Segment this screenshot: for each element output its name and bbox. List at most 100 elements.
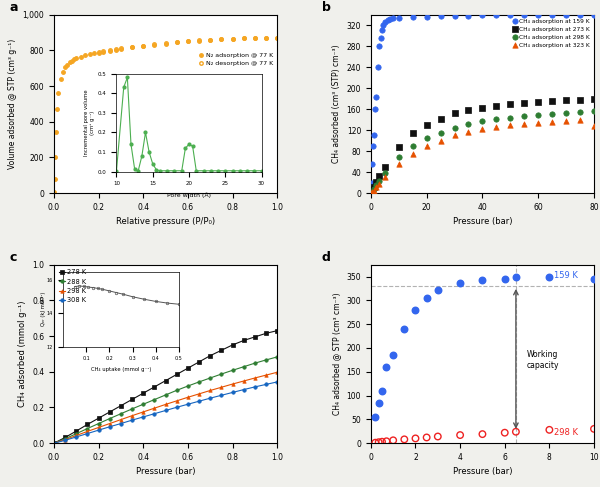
308 K <box>84 431 91 436</box>
N₂ desorption @ 77 K <box>206 37 214 42</box>
298 K <box>206 388 214 393</box>
N₂ desorption @ 77 K <box>113 46 120 52</box>
CH₄ adsorption at 298 K <box>371 181 381 188</box>
Point <box>382 437 391 445</box>
Point <box>455 431 465 439</box>
Legend: N₂ adsorption @ 77 K, N₂ desorption @ 77 K: N₂ adsorption @ 77 K, N₂ desorption @ 77… <box>196 51 274 67</box>
CH₄ adsorption at 159 K <box>367 179 376 187</box>
N₂ adsorption @ 77 K <box>54 106 61 112</box>
Point <box>478 277 487 284</box>
Point <box>500 275 509 283</box>
298 K <box>229 381 236 387</box>
N₂ desorption @ 77 K <box>100 48 107 54</box>
N₂ adsorption @ 77 K <box>55 90 62 96</box>
288 K <box>128 406 136 412</box>
278 K <box>173 372 181 377</box>
308 K <box>262 381 269 387</box>
308 K <box>50 440 58 446</box>
CH₄ adsorption at 273 K <box>367 186 377 194</box>
Point <box>545 426 554 434</box>
N₂ adsorption @ 77 K <box>66 59 73 65</box>
N₂ adsorption @ 77 K <box>128 44 136 50</box>
CH₄ adsorption at 159 K <box>478 11 487 19</box>
308 K <box>162 408 169 413</box>
CH₄ adsorption at 159 K <box>380 19 389 26</box>
288 K <box>274 354 281 360</box>
CH₄ adsorption at 273 K <box>464 106 473 114</box>
Point <box>545 273 554 281</box>
288 K <box>173 387 181 393</box>
Point <box>433 286 443 294</box>
N₂ adsorption @ 77 K <box>52 154 59 160</box>
288 K <box>206 375 214 381</box>
CH₄ adsorption at 159 K <box>464 12 473 19</box>
CH₄ adsorption at 323 K <box>491 123 501 131</box>
N₂ adsorption @ 77 K <box>184 38 191 44</box>
N₂ adsorption @ 77 K <box>113 47 120 53</box>
288 K <box>73 431 80 437</box>
CH₄ adsorption at 298 K <box>491 115 501 123</box>
CH₄ adsorption at 298 K <box>450 124 460 131</box>
X-axis label: Relative pressure (P/P₀): Relative pressure (P/P₀) <box>116 218 215 226</box>
Point <box>511 274 521 281</box>
288 K <box>251 360 259 366</box>
Point <box>511 428 521 436</box>
N₂ adsorption @ 77 K <box>53 130 60 135</box>
278 K <box>95 415 102 421</box>
CH₄ adsorption at 298 K <box>380 169 389 177</box>
N₂ adsorption @ 77 K <box>64 62 71 68</box>
Point <box>589 425 599 433</box>
N₂ adsorption @ 77 K <box>57 76 64 82</box>
278 K <box>118 403 125 409</box>
CH₄ adsorption at 298 K <box>394 153 404 161</box>
Text: 298 K: 298 K <box>554 428 578 437</box>
N₂ adsorption @ 77 K <box>240 36 247 41</box>
N₂ adsorption @ 77 K <box>68 58 76 64</box>
CH₄ adsorption at 323 K <box>547 118 557 126</box>
CH₄ adsorption at 298 K <box>367 189 376 197</box>
278 K <box>162 378 169 384</box>
278 K <box>73 428 80 434</box>
Text: 159 K: 159 K <box>554 271 578 280</box>
Point <box>589 275 599 283</box>
CH₄ adsorption at 323 K <box>422 143 431 150</box>
278 K <box>140 390 147 396</box>
308 K <box>118 421 125 427</box>
308 K <box>251 384 259 390</box>
CH₄ adsorption at 159 K <box>383 16 392 24</box>
278 K <box>240 337 247 343</box>
CH₄ adsorption at 159 K <box>386 15 395 23</box>
N₂ adsorption @ 77 K <box>140 43 147 49</box>
298 K <box>274 369 281 375</box>
N₂ desorption @ 77 K <box>140 43 147 49</box>
Point <box>410 434 420 442</box>
308 K <box>106 424 113 430</box>
Y-axis label: Volume adsorbed @ STP (cm³ g⁻¹): Volume adsorbed @ STP (cm³ g⁻¹) <box>8 39 17 169</box>
278 K <box>62 434 69 440</box>
CH₄ adsorption at 159 K <box>422 13 431 20</box>
CH₄ adsorption at 323 K <box>562 117 571 125</box>
278 K <box>218 347 225 353</box>
N₂ adsorption @ 77 K <box>77 54 85 59</box>
278 K <box>274 328 281 334</box>
N₂ adsorption @ 77 K <box>229 36 236 41</box>
CH₄ adsorption at 323 K <box>394 160 404 168</box>
N₂ adsorption @ 77 K <box>162 40 169 46</box>
Line: N₂ adsorption @ 77 K: N₂ adsorption @ 77 K <box>52 36 279 193</box>
CH₄ adsorption at 323 K <box>367 188 377 196</box>
308 K <box>240 387 247 393</box>
298 K <box>173 398 181 404</box>
CH₄ adsorption at 273 K <box>422 121 431 129</box>
N₂ adsorption @ 77 K <box>73 55 80 61</box>
CH₄ adsorption at 273 K <box>408 129 418 137</box>
CH₄ adsorption at 159 K <box>575 11 585 19</box>
Text: d: d <box>322 251 331 264</box>
298 K <box>262 372 269 378</box>
N₂ desorption @ 77 K <box>274 35 281 40</box>
Point <box>455 279 465 286</box>
N₂ desorption @ 77 K <box>196 37 203 43</box>
CH₄ adsorption at 298 K <box>436 129 445 137</box>
288 K <box>140 401 147 407</box>
CH₄ adsorption at 298 K <box>520 112 529 120</box>
N₂ adsorption @ 77 K <box>70 56 77 62</box>
